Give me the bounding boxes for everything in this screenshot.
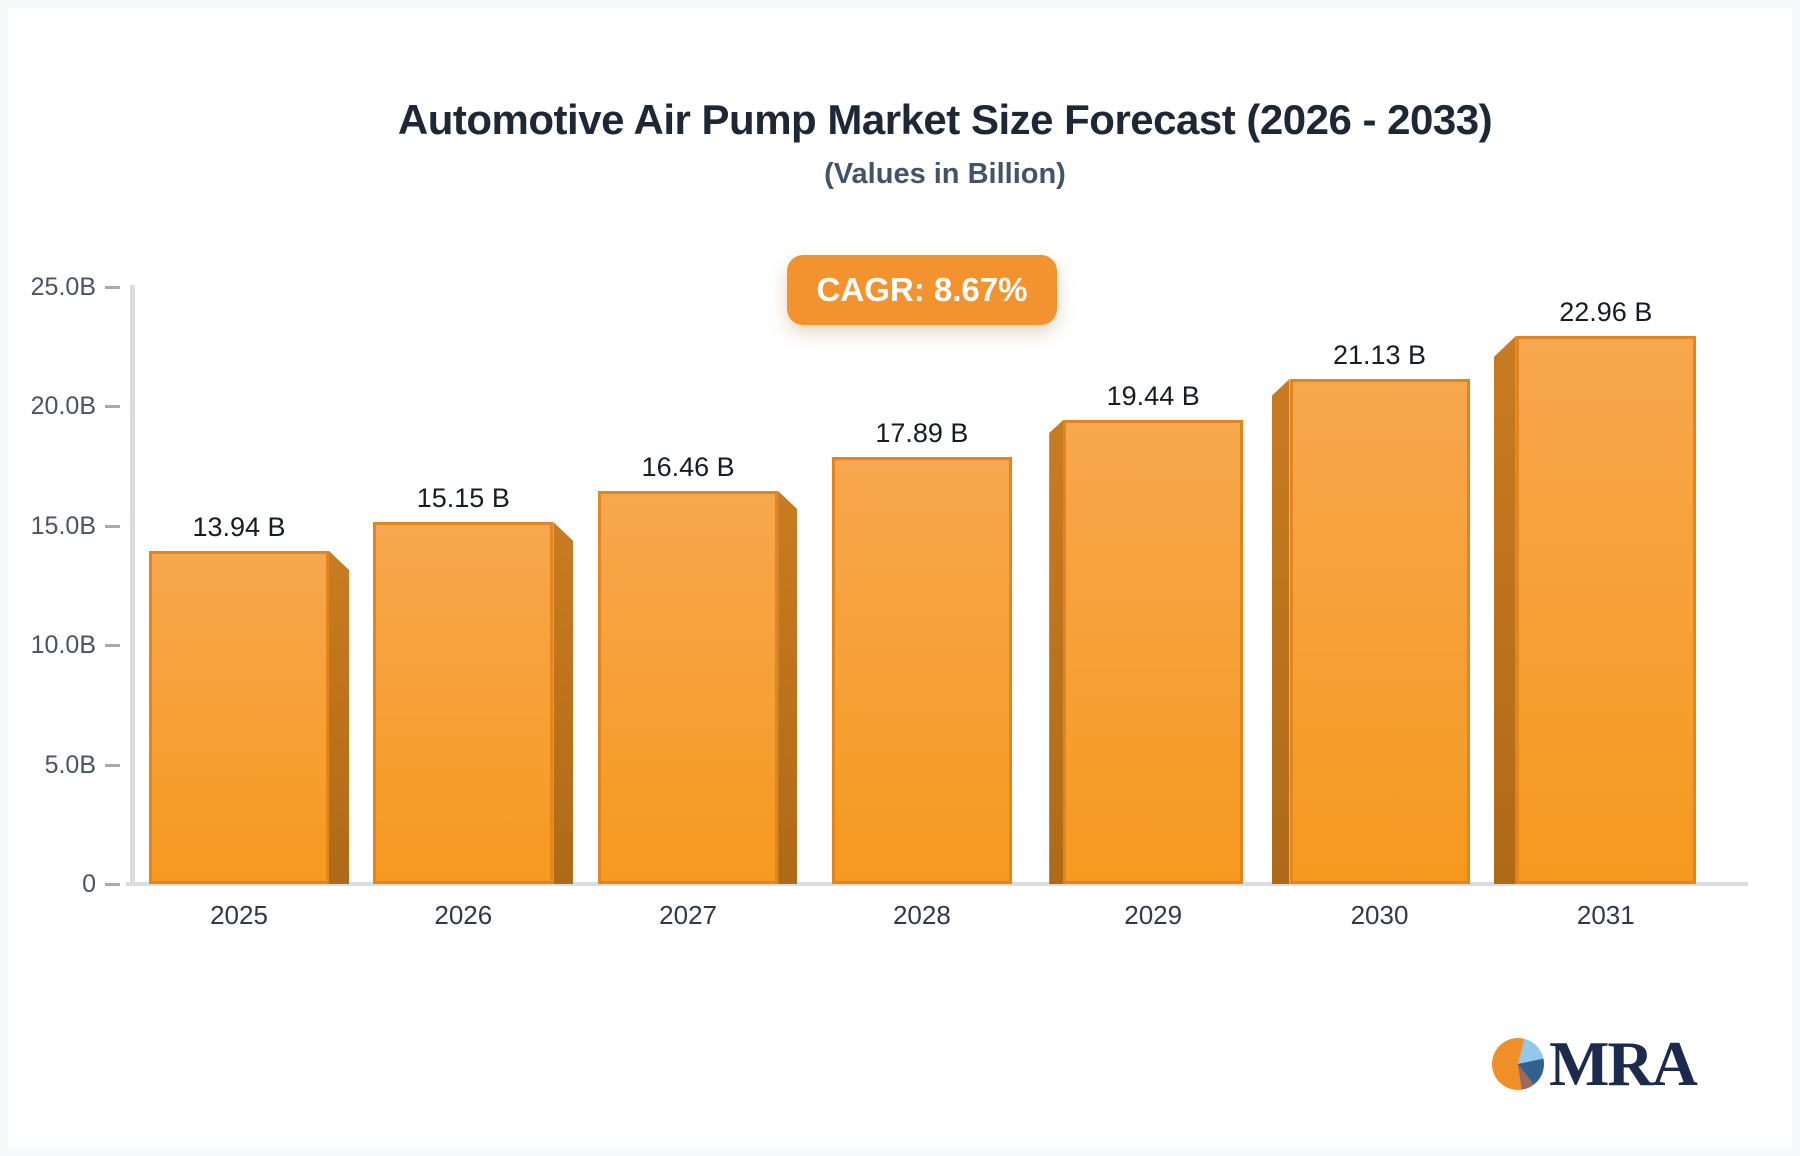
value-label-2026: 15.15 B xyxy=(416,483,510,513)
cagr-badge-label: CAGR: 8.67% xyxy=(816,271,1028,308)
y-tick-mark xyxy=(105,405,120,409)
y-axis-line xyxy=(130,285,135,886)
bar-chart: 25.0B 20.0B 15.0B 10.0B 5.0B 0 13.94 B 2025 15.1… xyxy=(8,8,1792,1148)
y-tick-mark xyxy=(105,763,120,767)
chart-card: Automotive Air Pump Market Size Forecast… xyxy=(8,8,1792,1148)
y-tick-label-20.0B: 20.0B xyxy=(30,392,96,421)
bar-side-face-2025 xyxy=(329,551,349,884)
y-tick-label-15.0B: 15.0B xyxy=(30,511,96,540)
x-tick-label-2028: 2028 xyxy=(892,900,951,930)
y-tick-mark xyxy=(105,286,120,289)
value-label-2028: 17.89 B xyxy=(875,418,969,448)
value-label-2027: 16.46 B xyxy=(641,452,735,482)
chart-subtitle: (Values in Billion) xyxy=(824,158,1066,190)
x-tick-label-2027: 2027 xyxy=(659,900,718,930)
mra-logo: MRA xyxy=(1492,1028,1698,1099)
bar-2026 xyxy=(373,522,554,884)
bar-side-face-2026 xyxy=(553,522,574,884)
value-label-2030: 21.13 B xyxy=(1332,340,1427,370)
x-tick-label-2026: 2026 xyxy=(434,900,493,930)
y-tick-mark xyxy=(105,524,120,528)
x-tick-label-2031: 2031 xyxy=(1576,900,1635,930)
chart-header: Automotive Air Pump Market Size Forecast… xyxy=(138,96,1752,191)
x-tick-label-2030: 2030 xyxy=(1350,900,1409,930)
pie-chart-icon xyxy=(1492,1038,1544,1090)
value-label-2025: 13.94 B xyxy=(192,512,286,542)
y-tick-label-10.0B: 10.0B xyxy=(30,631,96,660)
cagr-badge: CAGR: 8.67% xyxy=(787,255,1057,325)
bar-2027 xyxy=(598,491,779,884)
x-axis-line xyxy=(126,882,1748,886)
bar-2031 xyxy=(1515,336,1696,884)
bar-side-face-2027 xyxy=(778,491,798,884)
bar-side-face-2029 xyxy=(1049,420,1064,884)
y-tick-label-5.0B: 5.0B xyxy=(44,750,96,779)
y-tick-label-0: 0 xyxy=(82,870,96,898)
value-label-2029: 19.44 B xyxy=(1106,381,1200,411)
y-tick-label-25.0B: 25.0B xyxy=(30,273,96,301)
value-label-2031: 22.96 B xyxy=(1559,297,1653,327)
y-tick-mark xyxy=(105,883,120,886)
x-tick-label-2025: 2025 xyxy=(210,900,268,930)
bar-side-face-2031 xyxy=(1493,336,1516,884)
y-tick-mark xyxy=(105,644,120,648)
bar-2030 xyxy=(1289,379,1470,884)
mra-logo-text: MRA xyxy=(1549,1028,1698,1099)
bar-2029 xyxy=(1063,420,1244,884)
x-tick-label-2029: 2029 xyxy=(1124,900,1183,930)
bar-2025 xyxy=(149,551,329,884)
bar-side-face-2030 xyxy=(1271,379,1290,884)
chart-title: Automotive Air Pump Market Size Forecast… xyxy=(397,96,1493,143)
bar-2028 xyxy=(831,457,1012,884)
